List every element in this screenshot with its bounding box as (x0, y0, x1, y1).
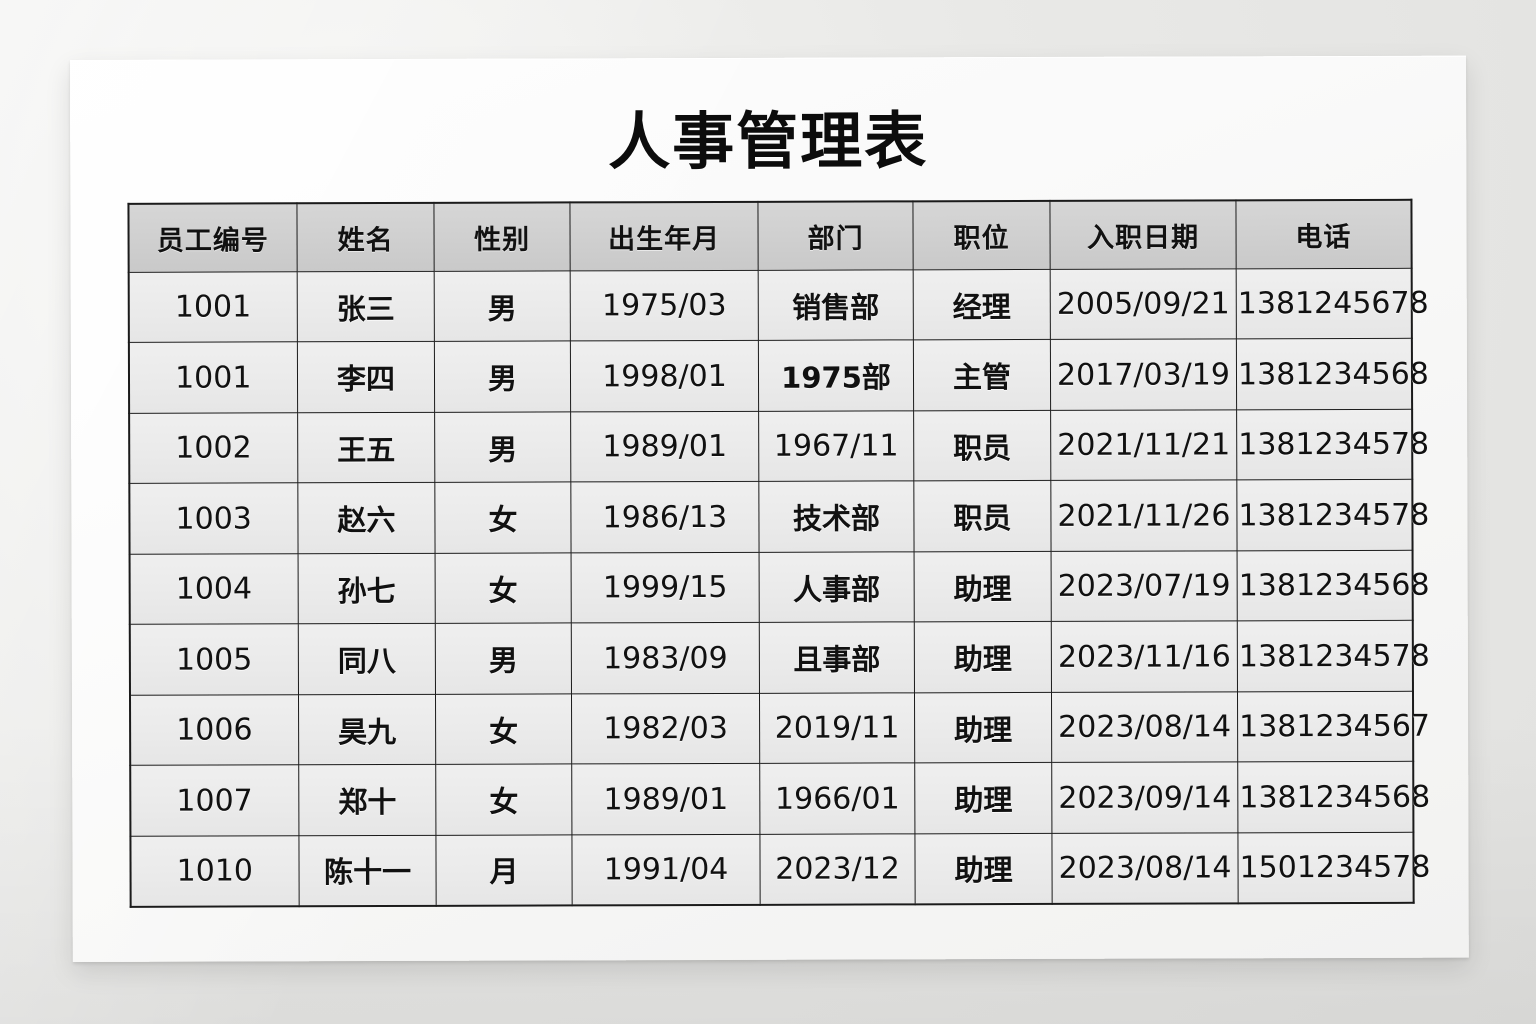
cell-birth: 1998/01 (570, 340, 759, 412)
cell-employee-id: 1010 (129, 835, 300, 907)
cell-position: 助理 (914, 551, 1052, 623)
cell-employee-id: 1007 (129, 765, 299, 837)
cell-position: 助理 (914, 621, 1052, 693)
table-row: 1006 昊九女 1982/03 2019/11 助理 2023/08/14 1381234… (129, 691, 1430, 766)
cell-name: 李四 (297, 341, 435, 413)
column-header-name: 姓名 (296, 203, 435, 272)
personnel-table: 员工编号 姓名 性别 出生年月 部门 职位 入职日期 电话 1001 张三男 197… (126, 199, 1430, 908)
cell-employee-id: 1001 (128, 271, 298, 343)
cell-department: 销售部 (758, 269, 914, 341)
table-row: 1001 李四男 1998/01 1975部 主管 2017/03/19 138123456… (128, 338, 1429, 414)
cell-employee-id: 1006 (129, 694, 299, 766)
cell-phone: 1501234578 (1237, 832, 1430, 904)
column-header-department: 部门 (757, 201, 914, 271)
cell-birth: 1986/13 (570, 481, 760, 553)
table-row: 1007 郑十女 1989/01 1966/01 助理 2023/09/14 1381234… (129, 761, 1430, 837)
table-row: 1005 同八男 1983/09 且事部 助理 2023/11/16 1381234578 (129, 620, 1430, 696)
table-header: 员工编号 姓名 性别 出生年月 部门 职位 入职日期 电话 (127, 200, 1412, 273)
cell-birth: 1989/01 (571, 763, 760, 835)
column-header-employee-id: 员工编号 (127, 203, 298, 273)
cell-employee-id: 1003 (128, 483, 299, 555)
column-header-birth: 出生年月 (569, 202, 759, 271)
table-body: 1001 张三男 1975/03 销售部 经理 2005/09/21 1381245678 1… (128, 268, 1430, 907)
cell-phone: 1381234568 (1236, 338, 1429, 410)
cell-position: 助理 (914, 762, 1052, 834)
cell-phone: 1381234578 (1237, 620, 1430, 692)
cell-department: 1975部 (758, 340, 914, 412)
table-row: 1002 王五男 1989/01 1967/11 职员 2021/11/21 1381234… (128, 409, 1429, 484)
cell-department: 2023/12 (759, 833, 916, 905)
cell-hire-date: 2023/11/16 (1051, 621, 1238, 693)
cell-position: 助理 (914, 692, 1052, 764)
cell-hire-date: 2021/11/21 (1050, 409, 1237, 481)
cell-position: 职员 (913, 480, 1052, 552)
cell-hire-date: 2005/09/21 (1050, 268, 1237, 340)
column-header-position: 职位 (912, 201, 1051, 270)
cell-phone: 1381234578 (1236, 479, 1429, 551)
cell-gender: 女 (435, 693, 572, 765)
cell-employee-id: 1001 (128, 342, 298, 414)
page-title: 人事管理表 (608, 104, 929, 179)
cell-hire-date: 2023/09/14 (1051, 762, 1238, 834)
table-header-row: 员工编号 姓名 性别 出生年月 部门 职位 入职日期 电话 (127, 200, 1412, 273)
cell-department: 2019/11 (759, 692, 915, 764)
cell-phone: 1381234567 (1237, 691, 1430, 763)
cell-phone: 1381234568 (1237, 550, 1430, 622)
cell-employee-id: 1002 (128, 412, 298, 484)
cell-employee-id: 1005 (129, 624, 299, 696)
cell-birth: 1983/09 (571, 622, 760, 694)
cell-department: 1967/11 (758, 410, 914, 482)
cell-name: 赵六 (297, 482, 436, 554)
cell-gender: 女 (435, 552, 572, 624)
cell-position: 经理 (913, 269, 1051, 341)
cell-gender: 女 (435, 764, 572, 836)
cell-position: 职员 (913, 410, 1051, 482)
cell-birth: 1989/01 (570, 411, 759, 483)
cell-employee-id: 1004 (129, 553, 299, 625)
cell-gender: 男 (434, 270, 571, 342)
cell-phone: 1381234578 (1236, 409, 1429, 481)
cell-name: 郑十 (298, 764, 436, 836)
cell-birth: 1999/15 (571, 552, 760, 624)
cell-name: 张三 (297, 271, 435, 343)
table-row: 1001 张三男 1975/03 销售部 经理 2005/09/21 1381245678 (128, 268, 1429, 343)
cell-phone: 1381234568 (1237, 761, 1430, 833)
cell-phone: 1381245678 (1236, 268, 1429, 340)
cell-gender: 月 (435, 834, 573, 906)
cell-hire-date: 2017/03/19 (1050, 339, 1237, 411)
cell-birth: 1975/03 (570, 270, 759, 342)
cell-name: 王五 (297, 412, 435, 484)
column-header-hire-date: 入职日期 (1049, 200, 1237, 270)
cell-name: 陈十一 (298, 835, 437, 907)
cell-name: 孙七 (298, 553, 436, 625)
table-row: 1003 赵六女 1986/13 技术部 职员 2021/11/26 1381234578 (128, 479, 1429, 555)
table-container: 员工编号 姓名 性别 出生年月 部门 职位 入职日期 电话 1001 张三男 197… (126, 199, 1430, 908)
column-header-gender: 性别 (433, 202, 571, 272)
cell-gender: 女 (434, 482, 572, 554)
cell-gender: 男 (434, 341, 571, 413)
column-header-phone: 电话 (1235, 200, 1412, 269)
cell-gender: 男 (435, 623, 572, 695)
cell-hire-date: 2023/08/14 (1051, 691, 1238, 763)
cell-hire-date: 2023/07/19 (1051, 550, 1238, 622)
cell-birth: 1982/03 (571, 693, 760, 765)
cell-position: 助理 (914, 833, 1053, 905)
cell-department: 人事部 (759, 551, 915, 623)
cell-gender: 男 (434, 411, 571, 483)
cell-name: 同八 (298, 623, 436, 695)
cell-hire-date: 2021/11/26 (1050, 480, 1238, 552)
cell-hire-date: 2023/08/14 (1051, 832, 1239, 904)
cell-department: 1966/01 (759, 763, 915, 835)
table-row: 1010 陈十一月 1991/04 2023/12 助理 2023/08/14 150123… (129, 832, 1430, 907)
cell-birth: 1991/04 (571, 834, 761, 906)
paper-sheet: 人事管理表 员工编号 姓名 性别 出生年月 部门 职位 入职日期 (70, 55, 1469, 962)
cell-position: 主管 (913, 339, 1051, 411)
cell-name: 昊九 (298, 694, 436, 766)
cell-department: 且事部 (759, 622, 915, 694)
table-row: 1004 孙七女 1999/15 人事部 助理 2023/07/19 1381234568 (129, 550, 1430, 625)
cell-department: 技术部 (758, 481, 915, 553)
